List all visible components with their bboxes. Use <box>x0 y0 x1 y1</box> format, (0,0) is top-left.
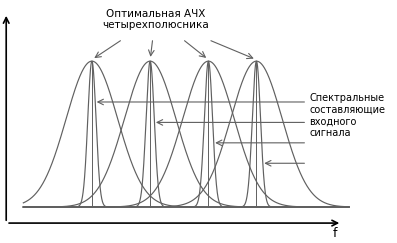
Text: Спектральные
составляющие
входного
сигнала: Спектральные составляющие входного сигна… <box>310 93 385 138</box>
Text: f: f <box>333 227 337 241</box>
Text: Оптимальная АЧХ
четырехполюсника: Оптимальная АЧХ четырехполюсника <box>102 9 209 30</box>
